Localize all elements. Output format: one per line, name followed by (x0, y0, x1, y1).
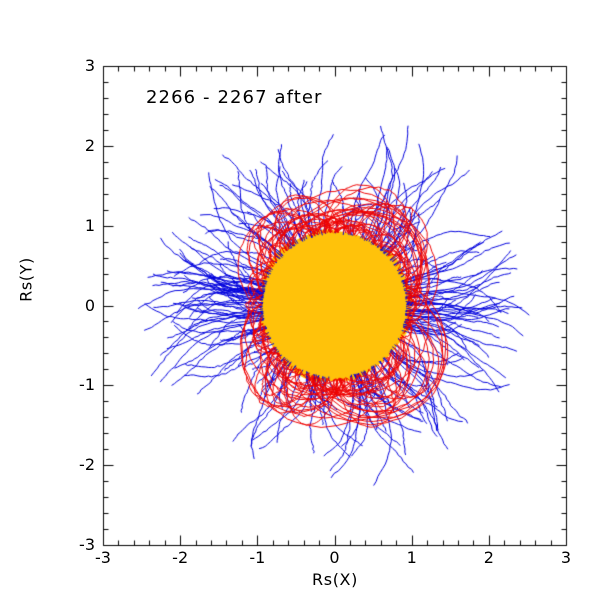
y-tick-label: 2 (84, 135, 95, 155)
x-tick-label: 1 (406, 548, 417, 567)
x-tick-label: -1 (249, 548, 266, 567)
y-tick-label: 3 (84, 56, 95, 75)
y-tick-label: -2 (79, 455, 95, 475)
x-axis-label: Rs(X) (312, 570, 358, 589)
y-tick-label: 1 (84, 215, 95, 235)
x-tick-label: 2 (483, 548, 494, 567)
x-tick-label: 0 (329, 548, 340, 567)
y-axis-label: Rs(Y) (16, 257, 36, 302)
x-tick-label: 3 (560, 548, 572, 567)
y-tick-label: -3 (79, 535, 95, 554)
carrington-rotation-annotation: 2266 - 2267 after (146, 87, 323, 108)
x-tick-label: -2 (172, 548, 189, 567)
y-tick-label: -1 (79, 375, 95, 395)
x-tick-label: -3 (95, 548, 111, 567)
y-tick-label: 0 (84, 295, 95, 315)
